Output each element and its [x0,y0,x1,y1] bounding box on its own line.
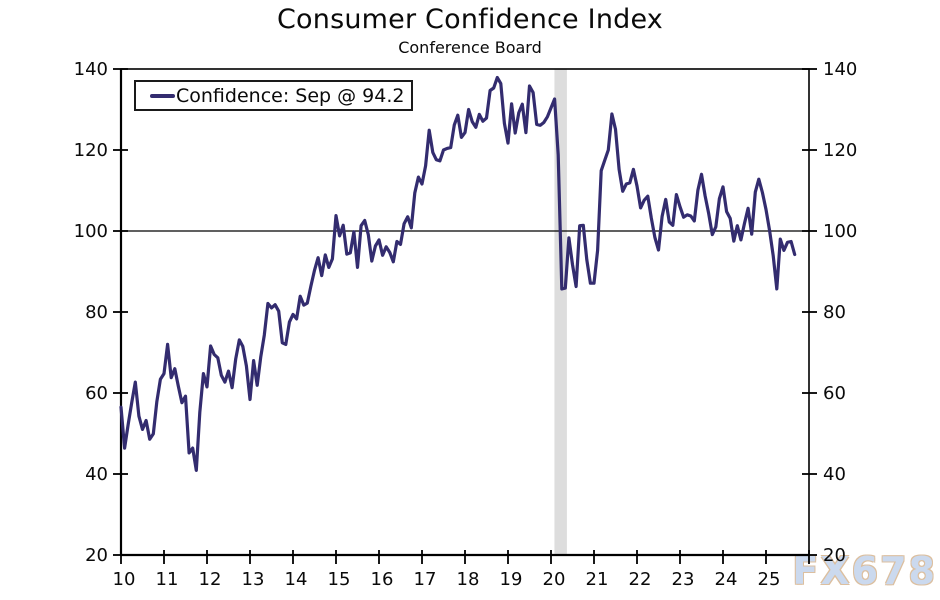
confidence-line [119,75,797,472]
x-axis-label: 17 [414,569,437,590]
y-axis-label-left: 20 [85,545,108,566]
x-axis-label: 21 [586,569,609,590]
x-axis-label: 11 [156,569,179,590]
x-axis-label: 15 [328,569,351,590]
x-axis-label: 12 [199,569,222,590]
x-axis-label: 20 [543,569,566,590]
y-axis-label-right: 20 [823,545,846,566]
plot-border [120,68,810,556]
y-axis-label-left: 80 [85,302,108,323]
legend-line-marker [150,93,175,98]
y-axis-label-right: 140 [823,59,857,80]
y-axis-label-left: 120 [74,140,108,161]
y-axis-label-left: 100 [74,221,108,242]
chart-title: Consumer Confidence Index [277,4,663,35]
x-axis-label: 24 [715,569,738,590]
x-axis-label: 25 [758,569,781,590]
watermark: FX678 [792,549,937,593]
x-axis-label: 14 [285,569,308,590]
x-axis-label: 22 [629,569,652,590]
x-axis-label: 16 [371,569,394,590]
x-axis-label: 18 [457,569,480,590]
y-axis-label-right: 40 [823,464,846,485]
x-axis-label: 10 [113,569,136,590]
y-axis-label-right: 80 [823,302,846,323]
y-axis-label-right: 120 [823,140,857,161]
x-axis-label: 19 [500,569,523,590]
x-axis-label: 13 [242,569,265,590]
chart-subtitle: Conference Board [398,38,542,57]
y-axis-label-right: 100 [823,221,857,242]
y-axis-label-right: 60 [823,383,846,404]
y-axis-label-left: 140 [74,59,108,80]
legend-label: Confidence: Sep @ 94.2 [176,84,405,107]
y-axis-label-left: 60 [85,383,108,404]
x-axis-label: 23 [672,569,695,590]
legend: Confidence: Sep @ 94.2 [134,80,413,111]
y-axis-label-left: 40 [85,464,108,485]
